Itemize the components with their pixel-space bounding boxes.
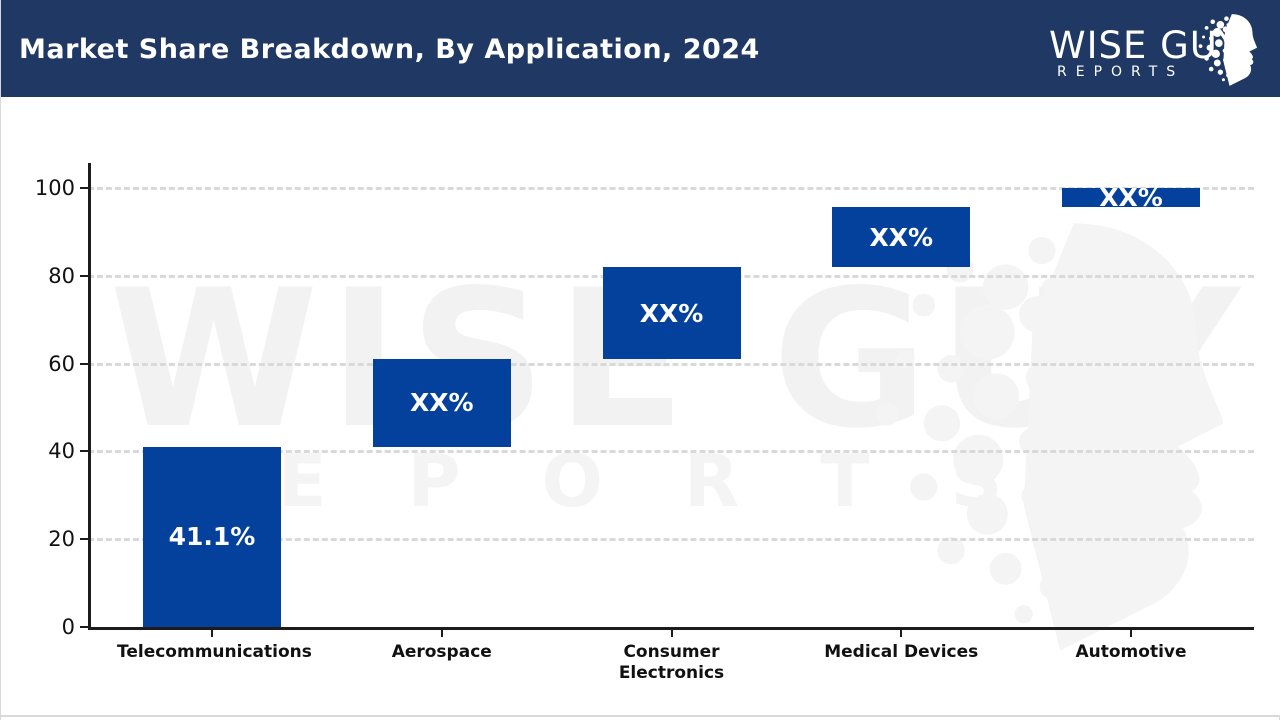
y-tick-0 <box>80 626 88 628</box>
bar-consumer-electronics: XX% <box>602 267 741 360</box>
watermark-reports: R E P O R T S <box>141 439 1031 523</box>
chart-canvas: WISE GUY R E P O R T S 41.1% Telecommunic… <box>1 97 1280 717</box>
x-tick-3 <box>900 629 903 637</box>
y-tick-100 <box>80 187 88 189</box>
bar-value-label: XX% <box>409 388 474 418</box>
gridline-60 <box>88 362 1254 366</box>
y-tick-60 <box>80 362 88 365</box>
bar-telecommunications: 41.1% <box>143 446 281 627</box>
x-axis-label-0: Telecommunications <box>117 642 312 662</box>
gridline-40 <box>88 450 1254 454</box>
dotted-head-icon <box>1198 14 1258 86</box>
bar-value-label: XX% <box>869 222 934 252</box>
x-tick-0 <box>211 629 213 637</box>
gridline-100 <box>88 187 1254 190</box>
y-axis-label-80: 80 <box>48 263 75 288</box>
y-axis-label-20: 20 <box>48 527 75 552</box>
wise-guy-reports-logo: WISE GUY REPORTS <box>1021 6 1269 92</box>
y-tick-80 <box>80 274 88 277</box>
bar-value-label: XX% <box>1099 183 1163 213</box>
y-axis-line <box>88 163 91 629</box>
y-tick-20 <box>80 538 88 541</box>
x-axis-label-4: Automotive <box>1075 642 1187 662</box>
x-axis-line <box>88 627 1254 630</box>
y-axis-label-40: 40 <box>48 439 75 464</box>
bar-automotive: XX% <box>1062 183 1200 212</box>
logo-subtitle: REPORTS <box>1057 64 1185 80</box>
x-tick-2 <box>670 629 673 637</box>
x-axis-label-2: Consumer Electronics <box>618 642 725 684</box>
bar-value-label: XX% <box>639 298 704 328</box>
y-tick-40 <box>80 450 88 453</box>
y-axis-label-100: 100 <box>34 176 75 200</box>
x-axis-label-1: Aerospace <box>391 642 492 662</box>
header-band: Market Share Breakdown, By Application, … <box>1 0 1280 97</box>
bar-medical-devices: XX% <box>832 207 971 268</box>
bar-value-label: 41.1% <box>168 522 256 552</box>
y-axis-label-0: 0 <box>61 615 75 639</box>
x-tick-1 <box>440 629 443 637</box>
watermark-dotted-head <box>876 223 1224 651</box>
page-title: Market Share Breakdown, By Application, … <box>19 34 760 65</box>
y-axis-label-60: 60 <box>48 351 75 376</box>
x-axis-label-3: Medical Devices <box>824 642 979 662</box>
bar-aerospace: XX% <box>372 359 511 447</box>
gridline-20 <box>88 538 1254 542</box>
x-tick-4 <box>1130 629 1132 637</box>
